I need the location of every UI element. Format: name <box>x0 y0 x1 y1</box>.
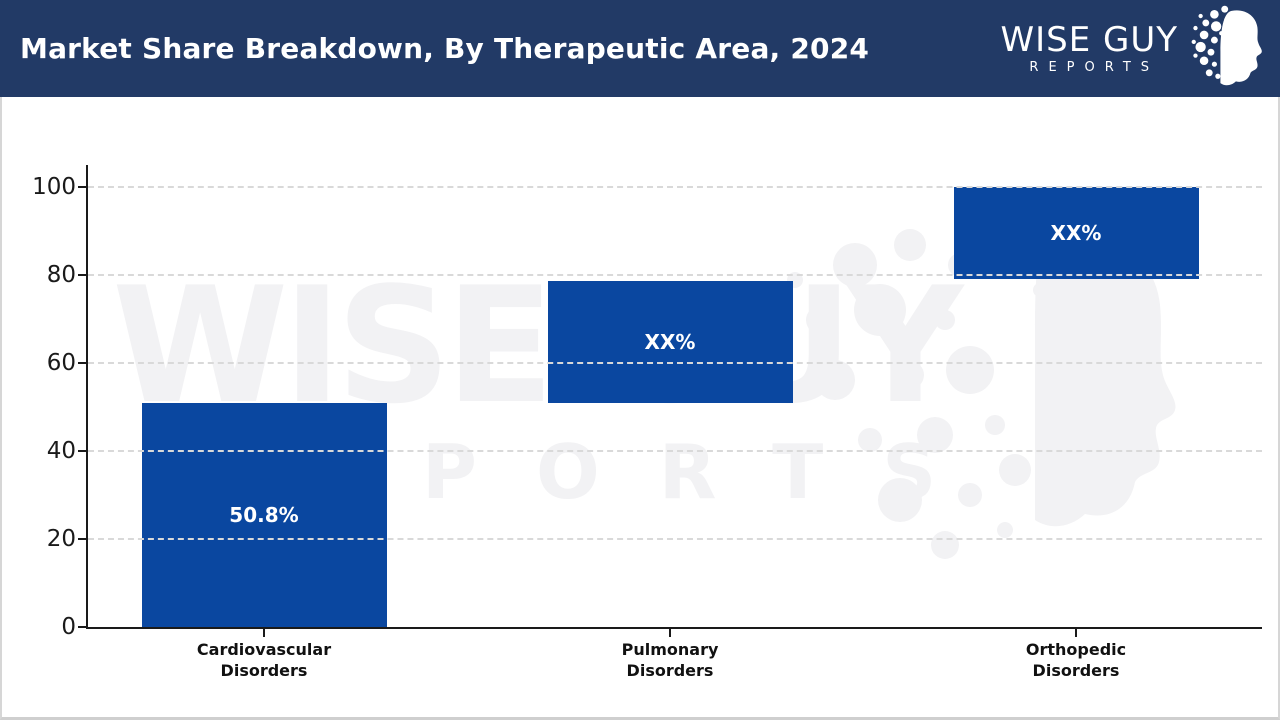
x-tick-mark <box>1075 629 1077 637</box>
wiseguy-face-icon <box>1180 4 1266 94</box>
y-tick-label: 40 <box>46 438 76 464</box>
page-title: Market Share Breakdown, By Therapeutic A… <box>20 32 870 65</box>
bar-pulmonary-disorders <box>547 281 793 404</box>
y-tick-mark <box>78 450 86 452</box>
y-tick-label: 100 <box>32 174 76 200</box>
gridline <box>88 186 1262 188</box>
brand-logo: WISE GUY REPORTS <box>1000 4 1266 94</box>
brand-name: WISE GUY <box>1000 20 1178 60</box>
category-label: Orthopedic Disorders <box>1025 640 1127 680</box>
brand-subtitle: REPORTS <box>1029 60 1160 75</box>
bar-cardiovascular-disorders <box>141 403 387 627</box>
bar-value-label: 50.8% <box>229 503 299 528</box>
bar-value-label: XX% <box>1050 221 1102 246</box>
x-axis-line <box>86 627 1262 629</box>
y-tick-label: 60 <box>46 350 76 376</box>
y-tick-mark <box>78 274 86 276</box>
y-axis-line <box>86 165 88 627</box>
watermark-face-icon <box>760 210 1180 574</box>
bar-orthopedic-disorders <box>953 187 1199 280</box>
y-tick-mark <box>78 186 86 188</box>
gridline <box>88 538 1262 540</box>
y-tick-mark <box>78 362 86 364</box>
gridline <box>88 274 1262 276</box>
y-tick-label: 20 <box>46 526 76 552</box>
watermark-text: WISE GUY <box>112 252 963 439</box>
category-label: Pulmonary Disorders <box>621 640 719 680</box>
y-tick-mark <box>78 626 86 628</box>
header-bar: Market Share Breakdown, By Therapeutic A… <box>0 0 1280 97</box>
gridline <box>88 362 1262 364</box>
y-tick-label: 0 <box>61 614 76 640</box>
category-label: Cardiovascular Disorders <box>196 640 332 680</box>
bar-value-label: XX% <box>644 330 696 355</box>
x-tick-mark <box>669 629 671 637</box>
x-tick-mark <box>263 629 265 637</box>
y-tick-mark <box>78 538 86 540</box>
y-tick-label: 80 <box>46 262 76 288</box>
gridline <box>88 450 1262 452</box>
content-frame <box>0 97 1280 720</box>
